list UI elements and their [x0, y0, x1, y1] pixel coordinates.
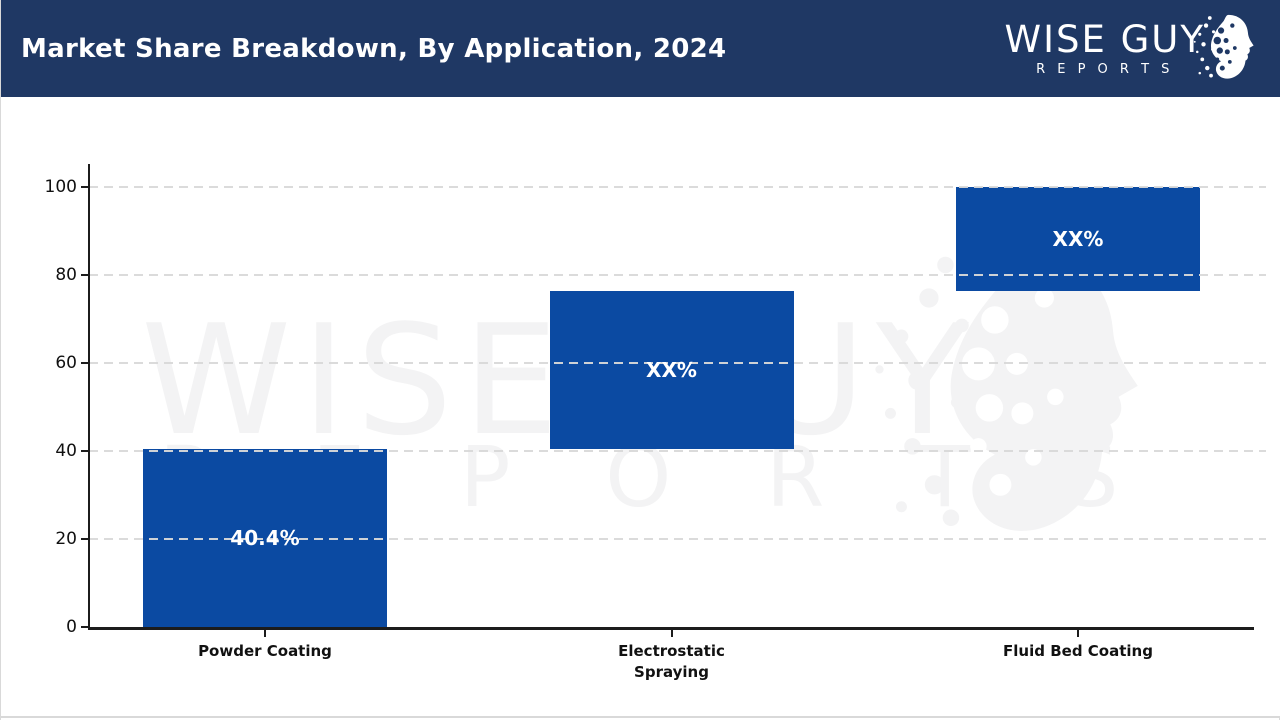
- y-tick-100: [81, 186, 90, 188]
- y-tick-60: [81, 362, 90, 364]
- chart-title: Market Share Breakdown, By Application, …: [21, 33, 727, 64]
- y-tick-0: [81, 626, 90, 628]
- x-tick-3: [1077, 630, 1079, 637]
- logo-wordmark: WISE GUY R E P O R T S: [1005, 21, 1205, 77]
- header-bar: Market Share Breakdown, By Application, …: [1, 0, 1280, 97]
- y-tick-20: [81, 538, 90, 540]
- y-tick-label: 40: [55, 441, 77, 461]
- bar-2: [549, 290, 794, 450]
- y-tick-label: 80: [55, 265, 77, 285]
- grid-layer: [1, 97, 1280, 718]
- bottom-border-line: [1, 716, 1280, 718]
- x-tick-1: [264, 630, 266, 637]
- labels-layer: 40.4% XX% XX%: [1, 97, 1280, 718]
- gridline-60: [89, 362, 1266, 364]
- y-tick-label: 60: [55, 353, 77, 373]
- logo-wordmark-line2: R E P O R T S: [1036, 61, 1174, 77]
- chart-plot-area: WISE GUY R E P O R T S 40.4% XX% XX% 0 20 40…: [1, 97, 1280, 718]
- x-axis-label: Powder Coating: [198, 642, 332, 660]
- x-axis-label: Electrostatic Spraying: [618, 642, 725, 681]
- wise-guy-reports-logo: WISE GUY R E P O R T S: [1005, 7, 1263, 91]
- y-tick-label: 100: [44, 177, 77, 197]
- gridline-40: [89, 450, 1266, 452]
- y-tick-label: 0: [66, 617, 77, 637]
- axes-layer: 0 20 40 60 80 100 Powder Coating Electrostatic …: [1, 97, 1280, 718]
- y-tick-40: [81, 450, 90, 452]
- logo-face-icon: [1191, 7, 1263, 91]
- logo-wordmark-line1: WISE GUY: [1004, 17, 1205, 61]
- x-tick-2: [670, 630, 673, 637]
- gridline-20: [89, 538, 1266, 540]
- bar-value-label: XX%: [646, 358, 697, 383]
- bar-value-label: 40.4%: [230, 526, 300, 551]
- x-axis-line: [88, 627, 1254, 630]
- y-tick-label: 20: [55, 529, 77, 549]
- gridline-100: [89, 186, 1266, 188]
- x-axis-label: Fluid Bed Coating: [1003, 642, 1153, 660]
- y-tick-80: [81, 274, 90, 276]
- bar-value-label: XX%: [1052, 226, 1104, 251]
- gridline-80: [89, 274, 1266, 276]
- y-axis-line: [88, 164, 90, 630]
